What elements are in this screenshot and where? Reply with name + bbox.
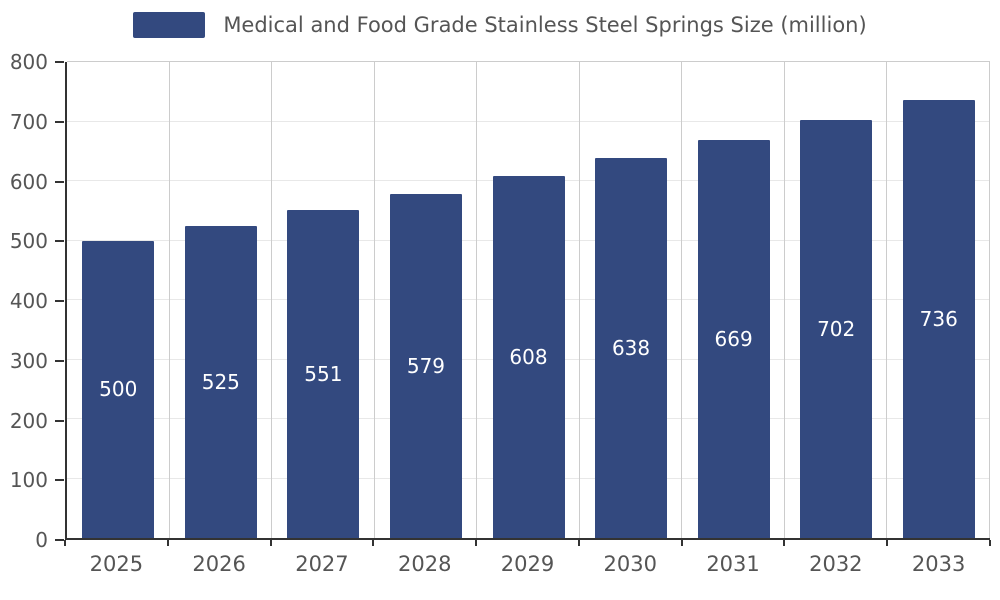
x-tick-label: 2028 (397, 552, 452, 576)
y-tick-mark (55, 419, 64, 422)
bar-2029: 608 (492, 176, 565, 538)
y-tick-mark (55, 359, 64, 362)
bar-2025: 500 (82, 240, 155, 538)
x-tick-label: 2030 (603, 552, 657, 576)
x-tick-label: 2033 (911, 552, 966, 576)
bar-2032: 702 (800, 120, 873, 538)
y-axis-labels: 0 100 200 300 400 500 600 700 800 (0, 52, 48, 550)
v-gridline (681, 62, 683, 538)
y-axis-ticks (55, 61, 64, 541)
y-tick-mark (55, 61, 64, 63)
h-gridline (67, 61, 990, 62)
y-tick-mark (55, 539, 64, 541)
x-tick-mark (166, 540, 169, 546)
v-gridline (373, 62, 375, 538)
y-tick-mark (55, 479, 64, 482)
bar-value-label: 551 (304, 362, 343, 387)
bar-2031: 669 (697, 139, 770, 538)
x-tick-mark (475, 540, 478, 546)
x-tick-mark (577, 540, 580, 546)
x-tick-mark (989, 540, 991, 546)
y-tick-mark (55, 300, 64, 302)
y-tick-label: 800 (9, 50, 48, 74)
y-tick-label: 700 (9, 109, 48, 134)
bar-2027: 551 (287, 210, 360, 538)
x-axis-ticks (64, 540, 991, 546)
bar-value-label: 608 (509, 345, 548, 370)
x-tick-mark (64, 540, 66, 546)
x-tick-label: 2026 (192, 552, 246, 576)
x-tick-label: 2032 (809, 552, 863, 576)
legend[interactable]: Medical and Food Grade Stainless Steel S… (0, 12, 1000, 38)
y-tick-label: 600 (9, 169, 48, 194)
x-tick-label: 2029 (500, 552, 555, 576)
legend-swatch[interactable] (133, 12, 206, 38)
v-gridline (271, 62, 273, 538)
v-gridline (783, 62, 785, 538)
bar-2030: 638 (595, 158, 668, 538)
y-tick-label: 0 (35, 528, 48, 552)
x-tick-label: 2031 (706, 552, 760, 576)
bar-value-label: 579 (406, 353, 446, 378)
bar-2028: 579 (389, 193, 462, 538)
x-tick-mark (886, 540, 889, 546)
legend-label[interactable]: Medical and Food Grade Stainless Steel S… (223, 13, 867, 37)
bar-value-label: 669 (714, 326, 753, 351)
bar-value-label: 638 (611, 336, 651, 361)
v-gridline (989, 62, 990, 538)
bar-2033: 736 (902, 100, 975, 538)
bar-2026: 525 (184, 225, 257, 538)
y-tick-mark (55, 180, 64, 183)
v-gridline (476, 62, 478, 538)
x-tick-label: 2025 (89, 552, 144, 576)
y-tick-label: 200 (9, 408, 48, 433)
v-gridline (168, 62, 170, 538)
y-tick-label: 300 (9, 348, 48, 373)
x-tick-mark (269, 540, 272, 546)
x-tick-label: 2027 (295, 552, 349, 576)
y-tick-label: 100 (9, 468, 48, 493)
v-gridline (886, 62, 888, 538)
y-tick-mark (55, 240, 64, 243)
x-tick-mark (680, 540, 683, 546)
x-tick-mark (372, 540, 375, 546)
v-gridline (578, 62, 580, 538)
bar-value-label: 702 (817, 317, 856, 342)
plot-area: 500 525 551 579 608 638 669 702 736 (65, 61, 990, 540)
y-tick-label: 500 (9, 229, 48, 254)
bar-value-label: 736 (919, 307, 958, 332)
bar-value-label: 525 (201, 369, 240, 394)
x-axis-labels: 2025 2026 2027 2028 2029 2030 2031 2032 2033 (65, 552, 990, 582)
x-tick-mark (783, 540, 786, 546)
h-gridline (67, 120, 990, 122)
bar-value-label: 500 (99, 377, 138, 402)
y-tick-mark (55, 120, 64, 123)
y-tick-label: 400 (9, 289, 48, 313)
